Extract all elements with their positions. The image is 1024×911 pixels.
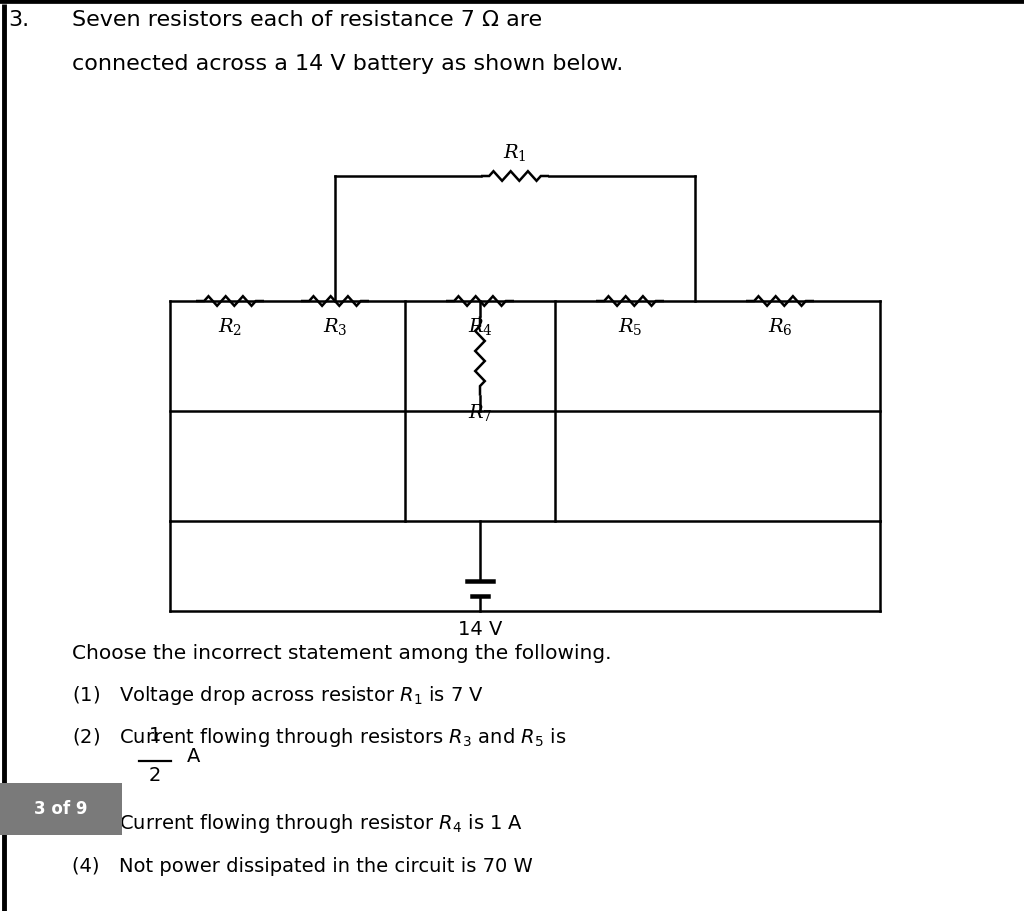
Text: $R_1$: $R_1$ bbox=[503, 142, 527, 163]
Text: (3) Current flowing through resistor $R_4$ is 1 A: (3) Current flowing through resistor $R_… bbox=[72, 811, 523, 834]
Text: $R_6$: $R_6$ bbox=[768, 315, 793, 337]
Text: 14 V: 14 V bbox=[458, 619, 502, 639]
Text: $R_2$: $R_2$ bbox=[218, 315, 242, 337]
Text: 1: 1 bbox=[148, 725, 161, 744]
Text: 3.: 3. bbox=[8, 10, 29, 30]
Text: (4) Not power dissipated in the circuit is 70 W: (4) Not power dissipated in the circuit … bbox=[72, 856, 532, 875]
Text: (1) Voltage drop across resistor $R_1$ is 7 V: (1) Voltage drop across resistor $R_1$ i… bbox=[72, 683, 484, 706]
Text: $R_3$: $R_3$ bbox=[323, 315, 347, 337]
Text: A: A bbox=[187, 747, 201, 765]
FancyBboxPatch shape bbox=[0, 783, 122, 835]
Text: $R_4$: $R_4$ bbox=[468, 315, 493, 337]
Text: Seven resistors each of resistance 7 Ω are: Seven resistors each of resistance 7 Ω a… bbox=[72, 10, 542, 30]
Text: 2: 2 bbox=[148, 765, 161, 784]
Text: Choose the incorrect statement among the following.: Choose the incorrect statement among the… bbox=[72, 643, 611, 662]
Text: $R_5$: $R_5$ bbox=[617, 315, 642, 337]
Text: (2) Current flowing through resistors $R_3$ and $R_5$ is: (2) Current flowing through resistors $R… bbox=[72, 725, 566, 748]
Text: connected across a 14 V battery as shown below.: connected across a 14 V battery as shown… bbox=[72, 54, 624, 74]
Text: 3 of 9: 3 of 9 bbox=[34, 800, 88, 817]
Text: $R_7$: $R_7$ bbox=[468, 401, 493, 422]
